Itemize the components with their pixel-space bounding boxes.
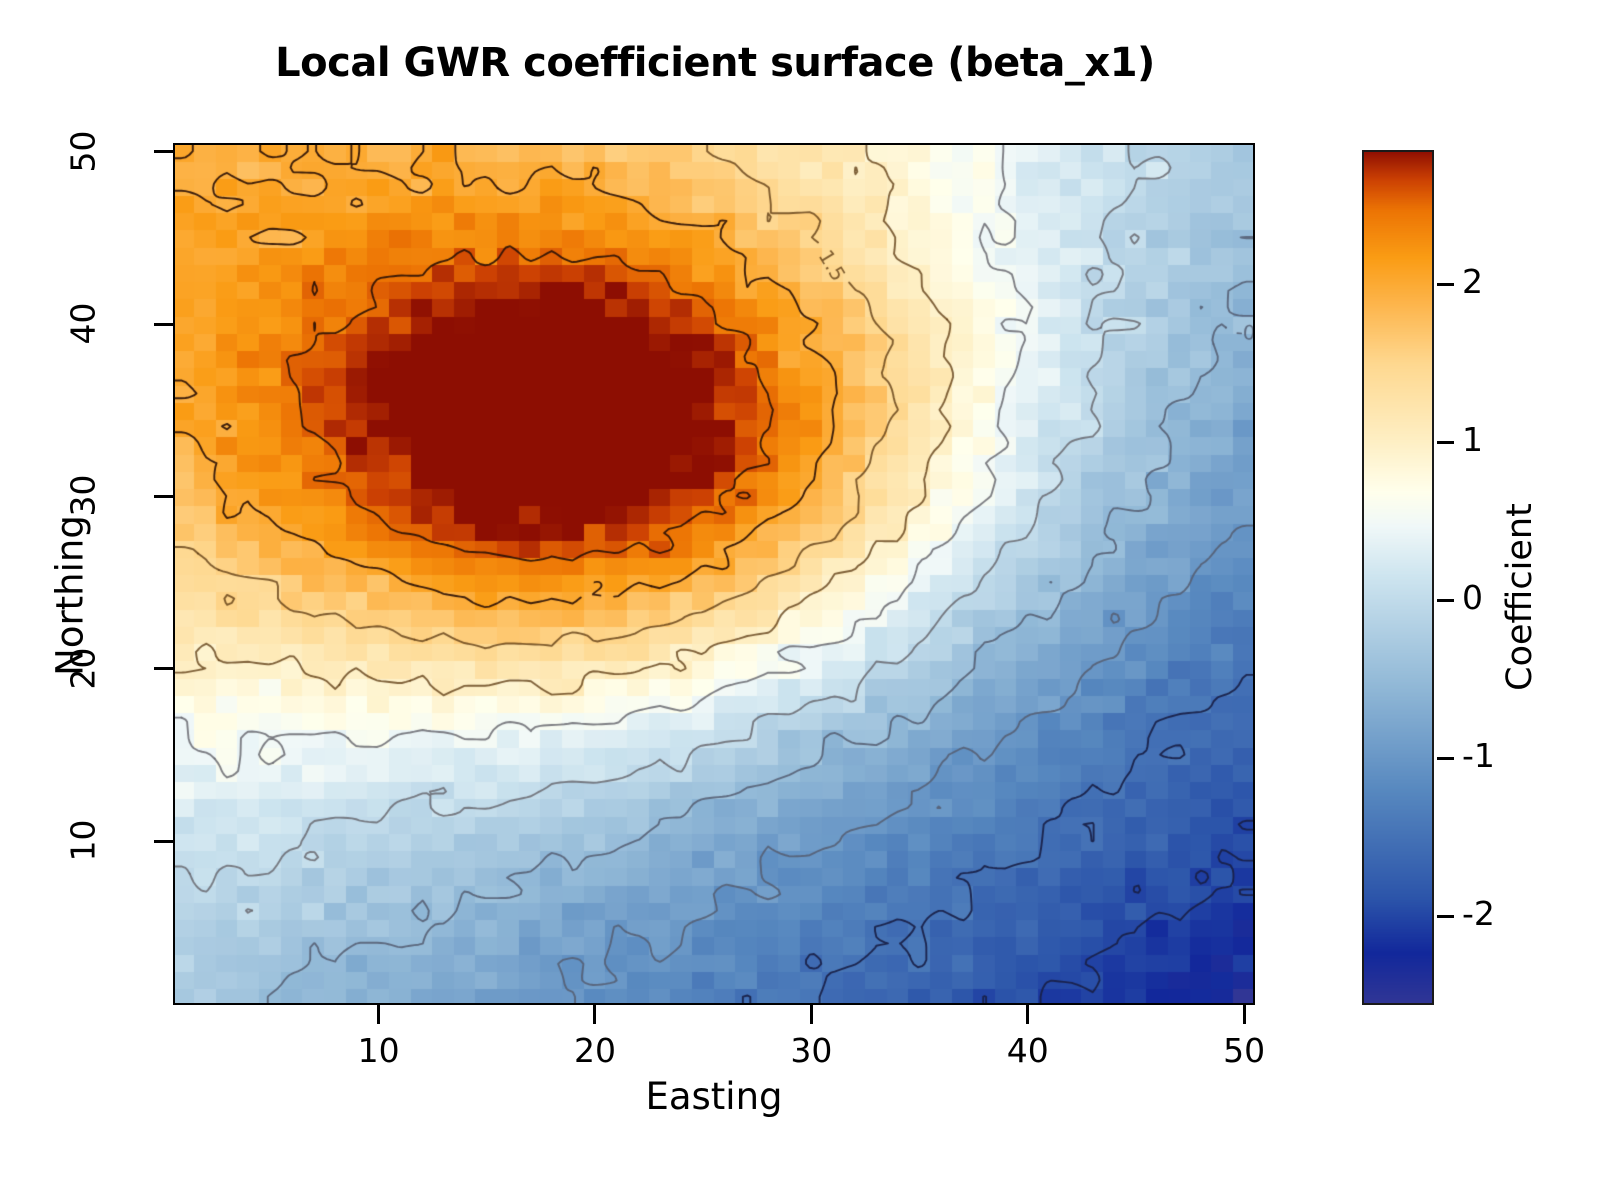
colorbar-tick-mark-1	[1437, 440, 1454, 444]
x-tick-label-10: 10	[357, 1031, 400, 1070]
plot-panel[interactable]	[173, 143, 1255, 1005]
x-tick-mark-10	[377, 1005, 381, 1024]
x-tick-mark-50	[1242, 1005, 1246, 1024]
colorbar-tick-label-2: 2	[1462, 262, 1483, 302]
colorbar-gradient	[1362, 150, 1434, 1005]
x-tick-label-50: 50	[1223, 1031, 1266, 1070]
y-tick-mark-50	[154, 150, 173, 154]
colorbar-tick-label-0: 0	[1462, 578, 1483, 618]
colorbar-tick-label-1: 1	[1462, 420, 1483, 460]
colorbar-tick-mark-2	[1437, 282, 1454, 286]
colorbar-tick-mark--2	[1437, 914, 1454, 918]
y-tick-mark-10	[154, 839, 173, 843]
y-tick-label-40: 40	[63, 302, 103, 345]
y-tick-label-10: 10	[63, 819, 103, 862]
x-tick-mark-40	[1026, 1005, 1030, 1024]
colorbar-tick-mark-0	[1437, 598, 1454, 602]
colorbar-title: Coefficient	[1500, 503, 1540, 691]
y-tick-label-50: 50	[63, 130, 103, 173]
colorbar-tick-mark--1	[1437, 756, 1454, 760]
x-tick-mark-30	[809, 1005, 813, 1024]
y-tick-mark-20	[154, 667, 173, 671]
colorbar-tick-label--1: -1	[1462, 736, 1495, 776]
x-tick-mark-20	[593, 1005, 597, 1024]
y-axis-title: Northing	[48, 515, 92, 676]
y-tick-mark-30	[154, 494, 173, 498]
x-axis-title: Easting	[645, 1075, 783, 1118]
coefficient-surface-raster[interactable]	[173, 143, 1255, 1005]
page-title: Local GWR coefficient surface (beta_x1)	[275, 40, 1155, 86]
y-tick-mark-40	[154, 322, 173, 326]
colorbar-tick-label--2: -2	[1462, 894, 1495, 934]
x-tick-label-20: 20	[573, 1031, 616, 1070]
colorbar[interactable]	[1362, 150, 1434, 1005]
x-tick-label-40: 40	[1006, 1031, 1049, 1070]
x-tick-label-30: 30	[790, 1031, 833, 1070]
